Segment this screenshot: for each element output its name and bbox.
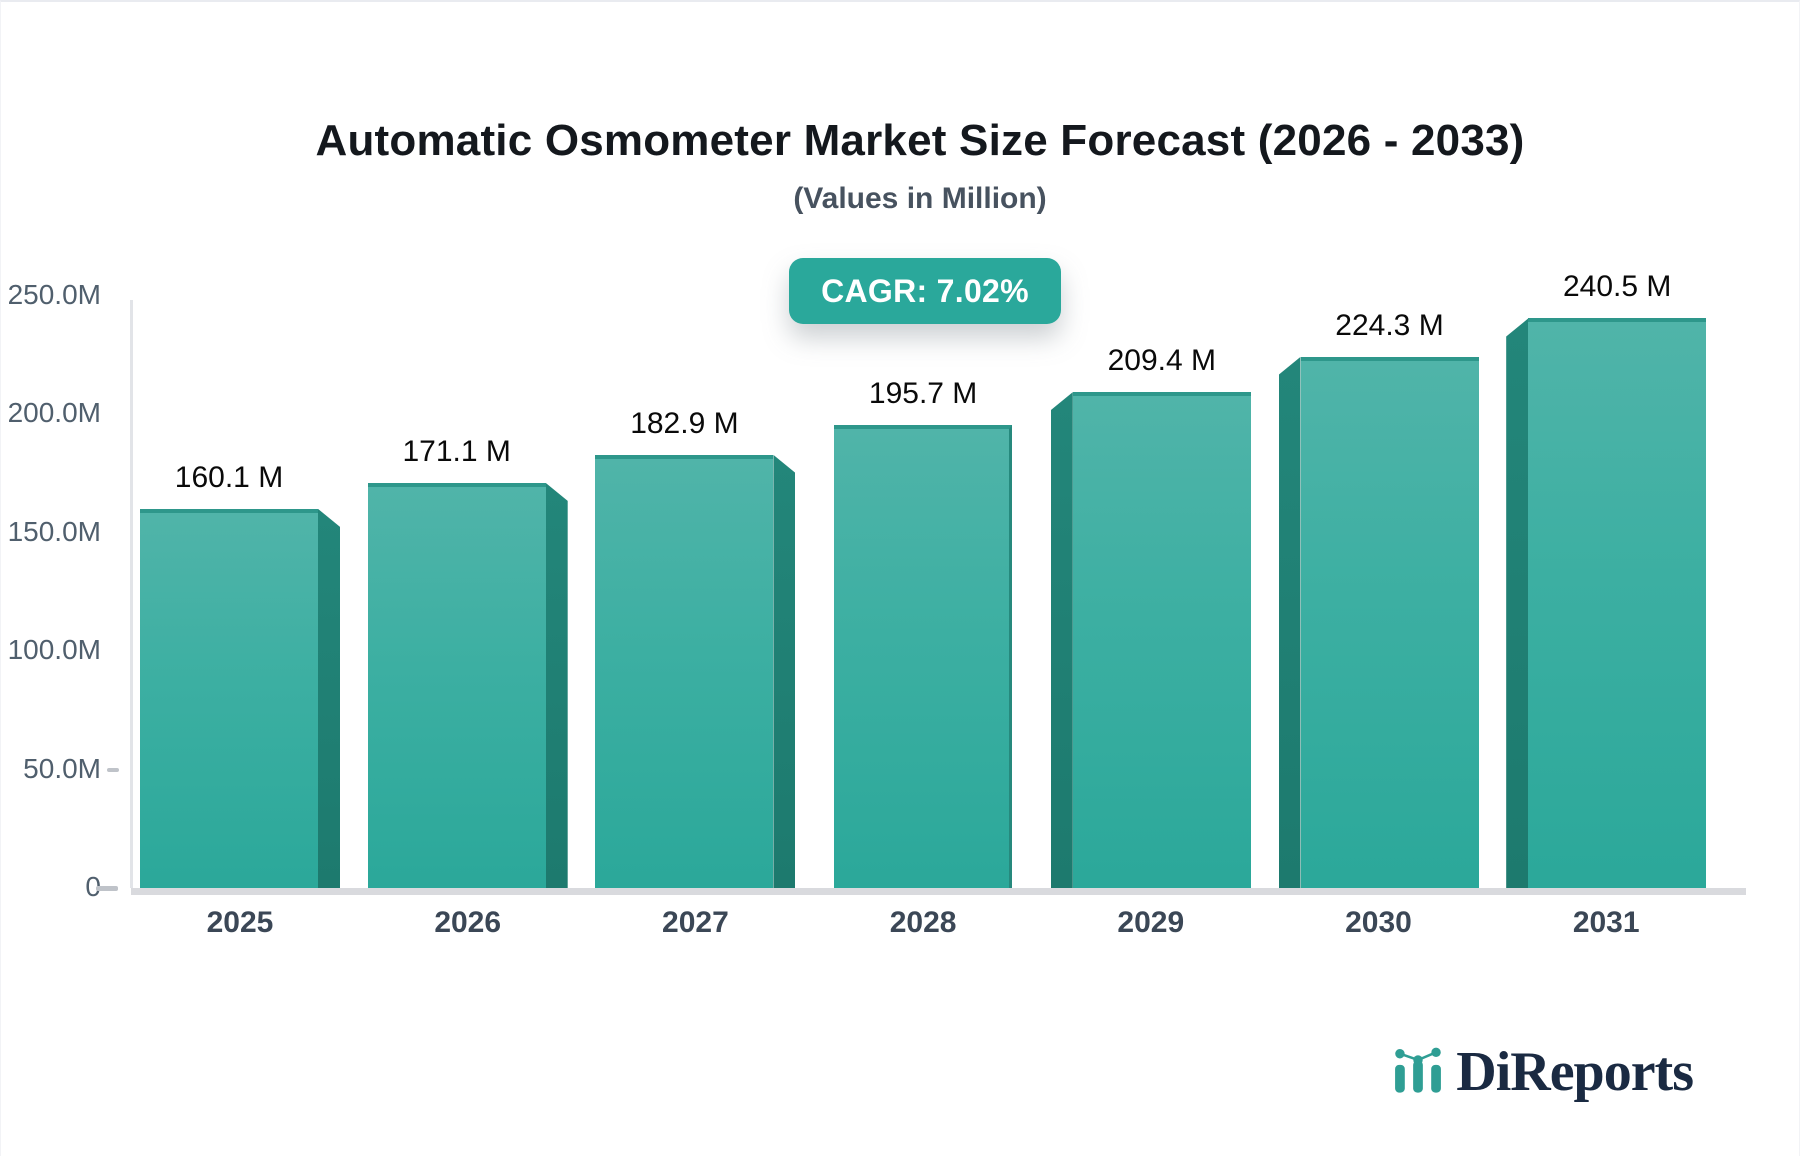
y-tick-label: 100.0M <box>7 634 101 666</box>
bar-side-2030 <box>1278 356 1301 888</box>
y-tick-label: 200.0M <box>7 397 101 429</box>
direports-logo: DiReports <box>1393 1041 1694 1103</box>
bar-side-2029 <box>1050 392 1073 888</box>
x-tick-label-2031: 2031 <box>1572 906 1640 939</box>
y-axis-line <box>130 300 133 888</box>
chart-subtitle: (Values in Million) <box>793 182 1047 215</box>
bar-2029 <box>1072 392 1251 888</box>
bar-value-label: 160.1 M <box>174 460 284 494</box>
bar-value-label: 240.5 M <box>1562 270 1672 304</box>
bar-side-2031 <box>1506 318 1529 888</box>
bar-value-label: 195.7 M <box>868 376 978 410</box>
x-tick-label-2028: 2028 <box>889 906 957 939</box>
bar-value-label: 171.1 M <box>402 434 511 468</box>
bar-value-label: 224.3 M <box>1335 308 1444 342</box>
x-tick-label-2027: 2027 <box>662 906 729 939</box>
cagr-badge: CAGR: 7.02% <box>789 258 1061 324</box>
y-tick-label: 0 <box>85 871 101 902</box>
bar-2026 <box>367 482 546 888</box>
bar-side-2027 <box>773 454 796 888</box>
bar-side-2026 <box>545 482 568 888</box>
y-tick-label: 250.0M <box>7 279 101 310</box>
chart-title: Automatic Osmometer Market Size Forecast… <box>315 116 1525 165</box>
bar-2027 <box>595 454 774 888</box>
bar-value-label: 209.4 M <box>1107 344 1216 378</box>
bar-2030 <box>1300 356 1479 888</box>
bar-2025 <box>140 508 318 888</box>
cagr-badge-label: CAGR: 7.02% <box>821 272 1029 309</box>
x-tick-label-2030: 2030 <box>1345 906 1412 939</box>
y-tick-mark <box>96 886 118 891</box>
x-tick-label-2026: 2026 <box>434 906 502 939</box>
bar-chart-logo-icon <box>1395 1047 1442 1093</box>
bar-2031 <box>1528 318 1707 888</box>
bar-2028 <box>834 424 1013 888</box>
bar-value-label: 182.9 M <box>630 406 739 440</box>
x-tick-label-2029: 2029 <box>1117 906 1185 939</box>
y-tick-label: 150.0M <box>7 515 101 547</box>
bar-side-2025 <box>318 508 340 888</box>
x-axis-baseline <box>131 888 1746 895</box>
y-tick-mark <box>107 767 119 772</box>
y-tick-label: 50.0M <box>23 752 101 784</box>
x-tick-label-2025: 2025 <box>206 906 274 939</box>
logo-text: DiReports <box>1456 1041 1694 1103</box>
